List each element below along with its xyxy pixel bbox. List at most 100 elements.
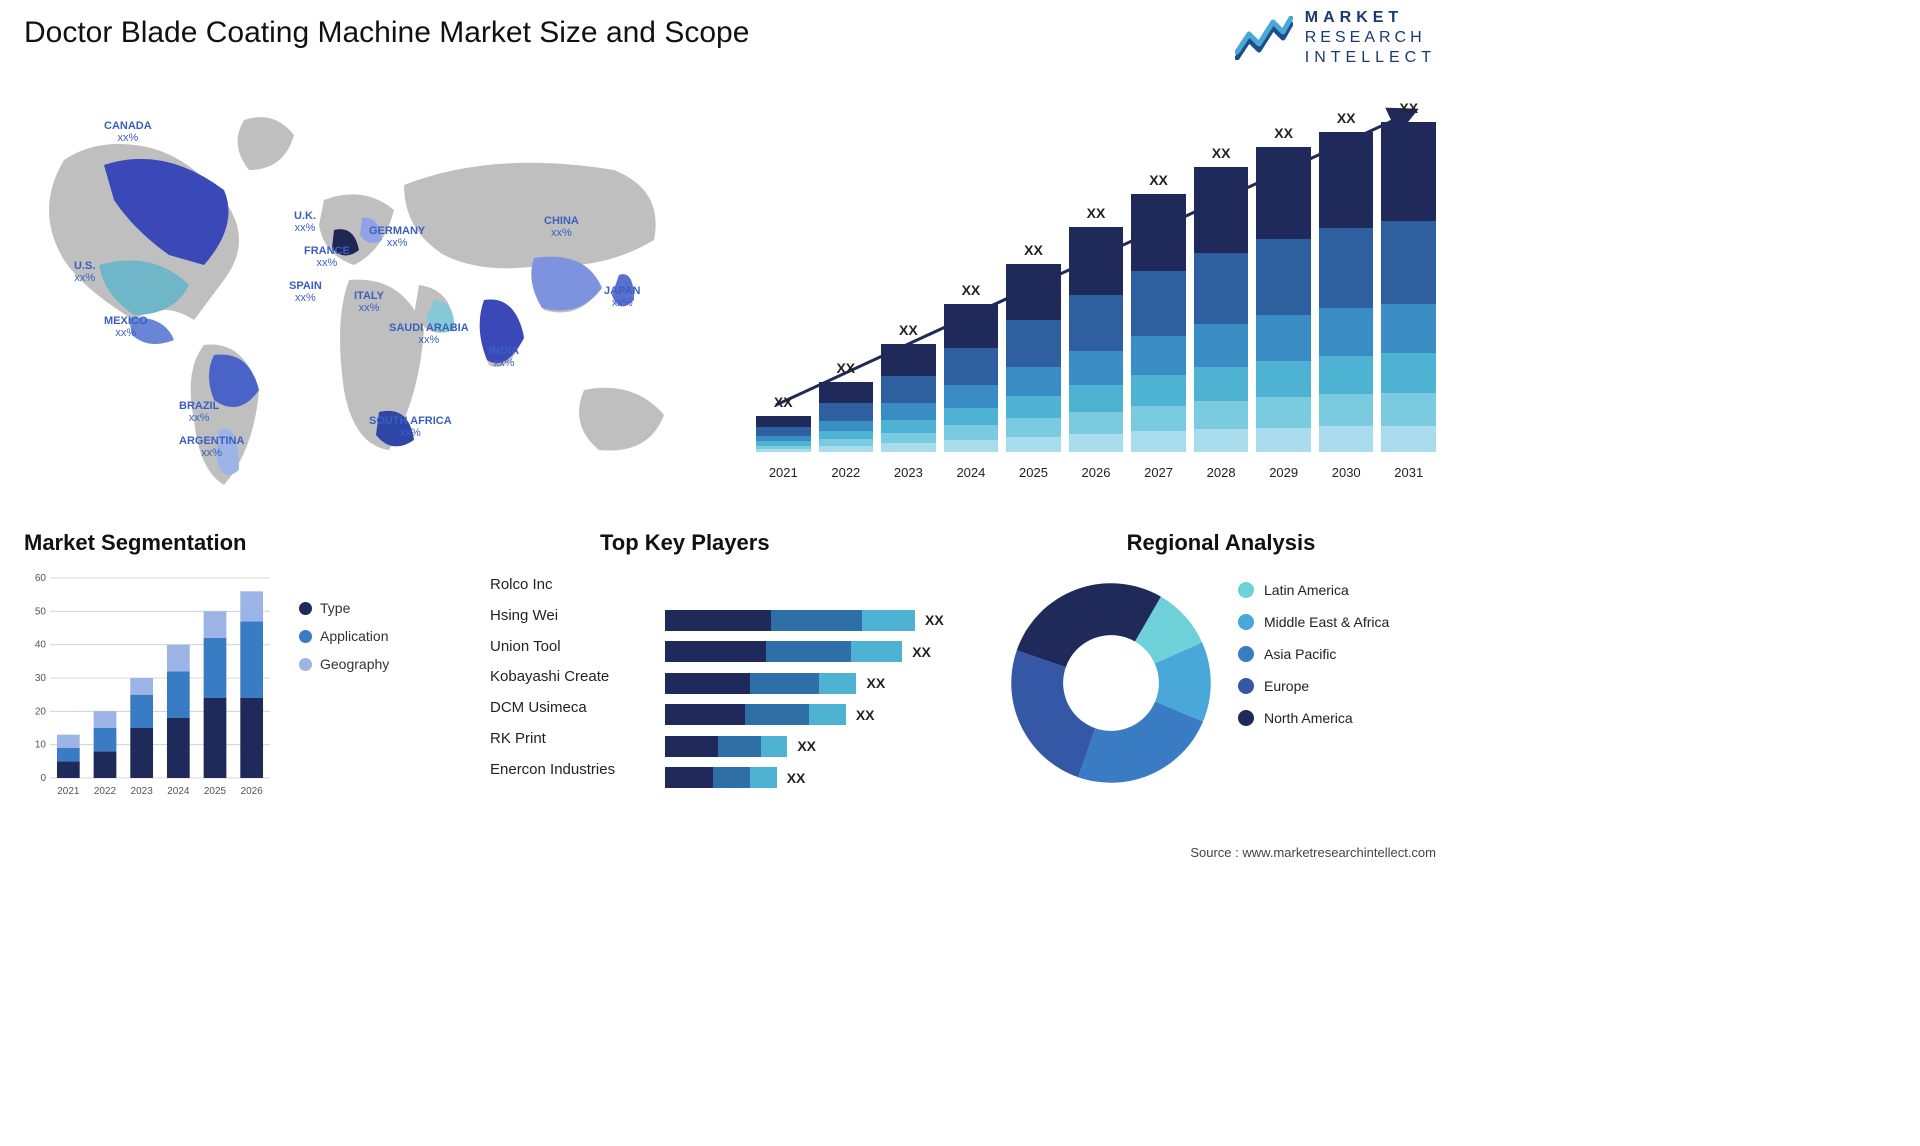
forecast-bar-value: XX (1319, 110, 1374, 126)
logo-text-3: INTELLECT (1305, 48, 1436, 68)
segmentation-chart: 0102030405060202120222023202420252026 (24, 570, 274, 800)
key-player-bar-row: XX (665, 767, 955, 788)
forecast-x-label: 2025 (1006, 465, 1061, 480)
key-player-bar-row: XX (665, 641, 955, 662)
key-player-bar-value: XX (925, 612, 944, 628)
forecast-x-label: 2030 (1319, 465, 1374, 480)
forecast-x-label: 2028 (1194, 465, 1249, 480)
svg-text:2024: 2024 (167, 786, 190, 797)
key-player-bar-value: XX (856, 707, 875, 723)
svg-text:2025: 2025 (204, 786, 227, 797)
key-player-name: DCM Usimeca (490, 693, 655, 724)
map-label: SOUTH AFRICAxx% (369, 415, 452, 439)
forecast-bar-value: XX (944, 282, 999, 298)
regional-legend: Latin AmericaMiddle East & AfricaAsia Pa… (1238, 582, 1389, 742)
svg-text:40: 40 (35, 640, 47, 651)
map-label: SPAINxx% (289, 280, 322, 304)
svg-text:2023: 2023 (131, 786, 154, 797)
regional-analysis-section: Regional Analysis Latin AmericaMiddle Ea… (1006, 530, 1436, 556)
forecast-bar-value: XX (1256, 125, 1311, 141)
forecast-bar: XX (1069, 227, 1124, 452)
svg-text:2022: 2022 (94, 786, 117, 797)
key-player-name: Hsing Wei (490, 601, 655, 632)
key-player-bar-row: XX (665, 736, 955, 757)
logo-mark-icon (1235, 16, 1293, 60)
market-segmentation-section: Market Segmentation 01020304050602021202… (24, 530, 444, 556)
map-label: GERMANYxx% (369, 225, 425, 249)
svg-text:50: 50 (35, 606, 47, 617)
key-players-bar-chart: XX XX XX XX XX XX (665, 578, 955, 799)
forecast-bar: XX (756, 416, 811, 452)
forecast-bar: XX (881, 344, 936, 452)
forecast-bar: XX (1319, 132, 1374, 452)
key-player-name: Rolco Inc (490, 570, 655, 601)
regional-legend-item: North America (1238, 710, 1389, 726)
forecast-bar-value: XX (1381, 100, 1436, 116)
logo-text-2: RESEARCH (1305, 28, 1436, 48)
main-forecast-chart: XXXXXXXXXXXXXXXXXXXXXX 20212022202320242… (756, 90, 1436, 480)
svg-text:60: 60 (35, 573, 47, 584)
svg-text:30: 30 (35, 673, 47, 684)
map-label: U.S.xx% (74, 260, 95, 284)
key-players-heading: Top Key Players (600, 530, 970, 556)
regional-legend-item: Europe (1238, 678, 1389, 694)
forecast-bar: XX (1194, 167, 1249, 452)
key-player-name: Union Tool (490, 632, 655, 663)
forecast-x-label: 2029 (1256, 465, 1311, 480)
forecast-bar: XX (1381, 122, 1436, 452)
regional-legend-item: Middle East & Africa (1238, 614, 1389, 630)
forecast-bar-value: XX (1194, 145, 1249, 161)
svg-text:20: 20 (35, 706, 47, 717)
key-player-bar-row: XX (665, 610, 955, 631)
key-player-name: Kobayashi Create (490, 662, 655, 693)
key-players-name-list: Rolco IncHsing WeiUnion ToolKobayashi Cr… (490, 570, 655, 785)
forecast-x-label: 2026 (1069, 465, 1124, 480)
forecast-bar-value: XX (756, 394, 811, 410)
segmentation-legend-item: Type (299, 600, 389, 616)
forecast-bar: XX (1131, 194, 1186, 452)
forecast-x-label: 2031 (1381, 465, 1436, 480)
forecast-bar: XX (819, 382, 874, 452)
forecast-bar: XX (1256, 147, 1311, 452)
forecast-bar: XX (944, 304, 999, 452)
forecast-x-label: 2021 (756, 465, 811, 480)
regional-legend-item: Latin America (1238, 582, 1389, 598)
map-label: SAUDI ARABIAxx% (389, 322, 469, 346)
svg-text:10: 10 (35, 740, 47, 751)
key-player-bar-value: XX (787, 770, 806, 786)
segmentation-heading: Market Segmentation (24, 530, 444, 556)
segmentation-legend-item: Application (299, 628, 389, 644)
forecast-bar: XX (1006, 264, 1061, 452)
map-label: FRANCExx% (304, 245, 350, 269)
logo-text-1: MARKET (1305, 8, 1436, 28)
key-player-bar-row: XX (665, 704, 955, 725)
key-player-name: Enercon Industries (490, 755, 655, 786)
svg-text:2026: 2026 (241, 786, 264, 797)
regional-heading: Regional Analysis (1006, 530, 1436, 556)
map-label: MEXICOxx% (104, 315, 147, 339)
forecast-bar-value: XX (1069, 205, 1124, 221)
forecast-x-label: 2023 (881, 465, 936, 480)
top-key-players-section: Top Key Players Rolco IncHsing WeiUnion … (490, 530, 970, 556)
segmentation-legend: TypeApplicationGeography (299, 600, 389, 684)
forecast-x-label: 2024 (944, 465, 999, 480)
map-label: INDIAxx% (489, 345, 519, 369)
key-player-bar-value: XX (912, 644, 931, 660)
map-label: ARGENTINAxx% (179, 435, 244, 459)
key-player-name: RK Print (490, 724, 655, 755)
page-title: Doctor Blade Coating Machine Market Size… (24, 16, 749, 50)
map-label: U.K.xx% (294, 210, 316, 234)
map-label: CHINAxx% (544, 215, 579, 239)
forecast-bar-value: XX (881, 322, 936, 338)
forecast-bar-value: XX (1131, 172, 1186, 188)
map-label: JAPANxx% (604, 285, 640, 309)
map-label: CANADAxx% (104, 120, 152, 144)
brand-logo: MARKET RESEARCH INTELLECT (1235, 8, 1436, 68)
map-label: BRAZILxx% (179, 400, 219, 424)
key-player-bar-value: XX (866, 675, 885, 691)
regional-donut-chart (1006, 578, 1216, 788)
svg-text:2021: 2021 (57, 786, 80, 797)
key-player-bar-value: XX (797, 738, 816, 754)
forecast-bar-value: XX (1006, 242, 1061, 258)
forecast-x-label: 2027 (1131, 465, 1186, 480)
